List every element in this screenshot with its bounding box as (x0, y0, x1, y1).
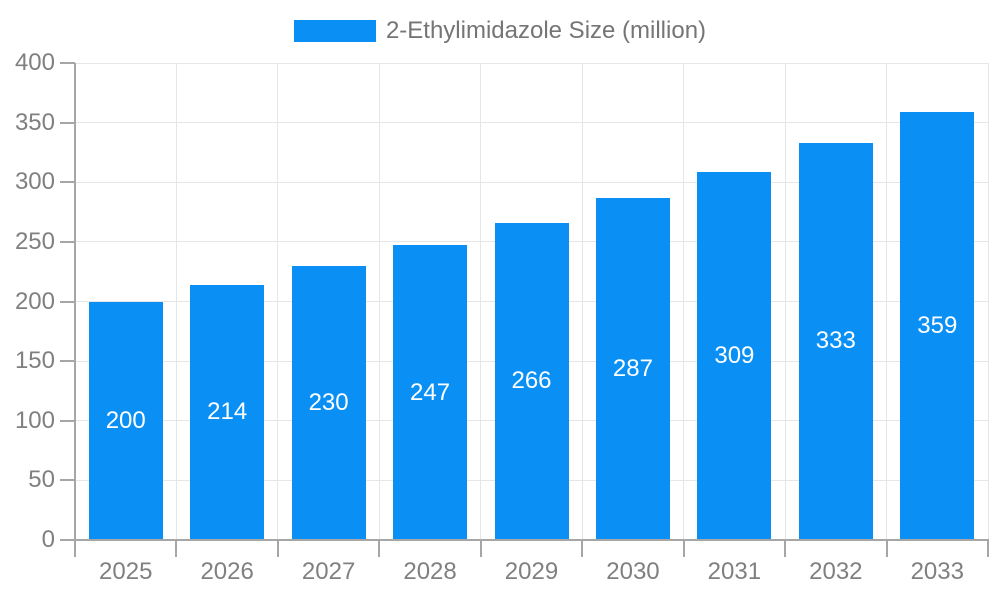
x-gridline (886, 63, 888, 540)
x-axis-tick (987, 540, 989, 557)
x-gridline (480, 63, 482, 540)
x-axis-tick-label: 2029 (504, 558, 559, 585)
legend-swatch[interactable] (293, 20, 376, 42)
legend[interactable]: 2-Ethylimidazole Size (million) (0, 17, 1000, 45)
bar-2031[interactable] (697, 171, 772, 539)
bar-2029[interactable] (494, 222, 569, 539)
x-axis-line (74, 539, 989, 541)
bar-2025[interactable] (88, 301, 163, 539)
x-axis-tick-label: 2032 (809, 558, 863, 585)
y-axis-tick-label: 50 (28, 466, 55, 494)
x-axis-tick-label: 2031 (707, 558, 762, 585)
y-axis-tick-label: 200 (14, 287, 55, 315)
bar-value-label: 333 (815, 327, 856, 355)
x-axis-tick-label: 2026 (200, 558, 254, 585)
x-axis-tick (175, 540, 178, 557)
y-gridline (75, 122, 988, 124)
bar-2027[interactable] (291, 265, 366, 539)
bar-value-label: 359 (917, 311, 958, 339)
x-axis-tick (378, 540, 381, 557)
y-axis-tick-label: 300 (14, 168, 55, 196)
y-axis-tick-label: 400 (14, 49, 55, 76)
y-axis-tick (60, 240, 75, 243)
y-axis-tick (60, 539, 75, 541)
bar-value-label: 200 (105, 406, 146, 434)
y-axis-tick (60, 62, 75, 64)
y-axis-tick (60, 181, 75, 184)
y-gridline (75, 62, 988, 64)
bar-value-label: 287 (612, 354, 653, 382)
x-axis-tick (581, 540, 584, 557)
y-axis-tick (60, 479, 75, 482)
x-gridline (277, 63, 279, 540)
bar-value-label: 309 (714, 341, 755, 369)
y-axis-line (74, 63, 76, 541)
x-axis-tick (885, 540, 888, 557)
y-axis-tick-label: 150 (14, 347, 55, 375)
bar-2032[interactable] (798, 142, 873, 539)
x-axis-tick-label: 2028 (403, 558, 457, 585)
bar-2028[interactable] (393, 245, 468, 539)
y-axis-tick (60, 360, 75, 363)
bar-2030[interactable] (595, 197, 670, 539)
y-axis-tick (60, 419, 75, 422)
x-axis-tick-label: 2025 (99, 558, 153, 585)
x-axis-tick-label: 2027 (301, 558, 356, 585)
x-axis-tick (682, 540, 685, 557)
x-gridline (581, 63, 583, 540)
bar-value-label: 214 (207, 398, 248, 426)
bar-value-label: 266 (511, 367, 552, 395)
y-axis-tick-label: 350 (14, 108, 55, 136)
x-gridline (683, 63, 685, 540)
x-axis-tick-label: 2033 (910, 558, 964, 585)
bar-value-label: 230 (308, 388, 349, 416)
x-axis-tick (74, 540, 76, 557)
y-axis-tick (60, 121, 75, 124)
bar-value-label: 247 (410, 378, 451, 406)
y-axis-tick-label: 250 (14, 227, 55, 255)
y-axis-tick-label: 100 (14, 406, 55, 434)
x-gridline (784, 63, 786, 540)
y-axis-tick (60, 300, 75, 303)
x-axis-tick (276, 540, 279, 557)
bar-2026[interactable] (190, 284, 265, 539)
x-gridline (175, 63, 177, 540)
x-axis-tick (784, 540, 787, 557)
x-axis-tick (479, 540, 482, 557)
y-axis-tick-label: 0 (41, 526, 55, 553)
legend-label: 2-Ethylimidazole Size (million) (385, 17, 707, 44)
bar-2033[interactable] (900, 111, 975, 539)
x-gridline (378, 63, 380, 540)
y-gridline (75, 181, 988, 183)
x-gridline (987, 63, 989, 540)
x-axis-tick-label: 2030 (606, 558, 660, 585)
